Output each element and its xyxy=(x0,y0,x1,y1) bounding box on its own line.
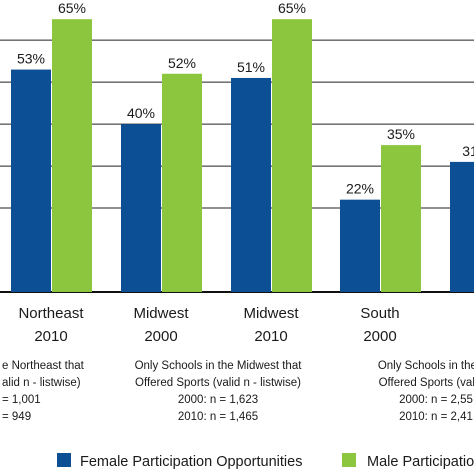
x-tick-label: 2000 xyxy=(363,328,396,345)
bar-female xyxy=(450,161,474,292)
bar-female xyxy=(121,124,161,293)
x-tick-label: Midwest xyxy=(133,305,189,322)
sample-note-line: Offered Sports (valid n xyxy=(379,377,474,389)
data-label-male: 65% xyxy=(278,0,306,16)
bar-male xyxy=(162,73,202,292)
bar-female xyxy=(340,199,380,292)
sample-note-line: 2000: n = 1,623 xyxy=(178,394,258,406)
data-label-female: 22% xyxy=(346,181,374,197)
data-label-male: 65% xyxy=(58,0,86,16)
data-label-female: 40% xyxy=(127,105,155,121)
sample-note-line: 2010: n = 2,41 xyxy=(399,411,473,423)
data-label-male: 52% xyxy=(168,55,196,71)
legend-label-male: Male Participatio xyxy=(367,454,474,470)
data-label-female: 53% xyxy=(17,51,45,67)
sample-note-line: Offered Sports (valid n - listwise) xyxy=(135,377,301,389)
bar-female xyxy=(231,77,271,292)
x-tick-label: 2010 xyxy=(34,328,67,345)
sample-note-line: Only Schools in the Midwest that xyxy=(135,360,303,372)
bar-female xyxy=(11,69,51,293)
sample-note-line: alid n - listwise) xyxy=(2,377,81,389)
data-label-female: 51% xyxy=(237,59,265,75)
x-tick-label: South xyxy=(360,305,399,322)
sample-note-line: Only Schools in the Se xyxy=(378,360,474,372)
sample-note-line: 2000: n = 2,55 xyxy=(399,394,473,406)
data-label-female: 31 xyxy=(462,143,474,159)
bar-male xyxy=(272,19,312,292)
bars xyxy=(11,19,474,293)
sample-note-line: = 949 xyxy=(2,411,31,423)
x-tick-label: Northeast xyxy=(18,305,84,322)
legend-label-female: Female Participation Opportunities xyxy=(80,454,302,470)
bar-male xyxy=(381,145,421,292)
bar-labels: 53% 65% 40% 52% 51% 65% 22% 35% 31 xyxy=(17,0,474,196)
x-tick-label: 2010 xyxy=(254,328,287,345)
legend: Female Participation Opportunities Male P… xyxy=(57,453,474,470)
sample-notes: e Northeast that alid n - listwise) = 1,00… xyxy=(2,360,474,423)
sample-note-line: = 1,001 xyxy=(2,394,41,406)
sample-note-line: e Northeast that xyxy=(2,360,85,372)
x-axis-labels: Northeast 2010 Midwest 2000 Midwest 2010 South… xyxy=(18,305,399,345)
data-label-male: 35% xyxy=(387,126,415,142)
bar-male xyxy=(52,19,92,292)
x-tick-label: 2000 xyxy=(144,328,177,345)
legend-swatch-female xyxy=(57,453,71,467)
x-tick-label: Midwest xyxy=(243,305,299,322)
sample-note-line: 2010: n = 1,465 xyxy=(178,411,258,423)
legend-swatch-male xyxy=(342,453,356,467)
